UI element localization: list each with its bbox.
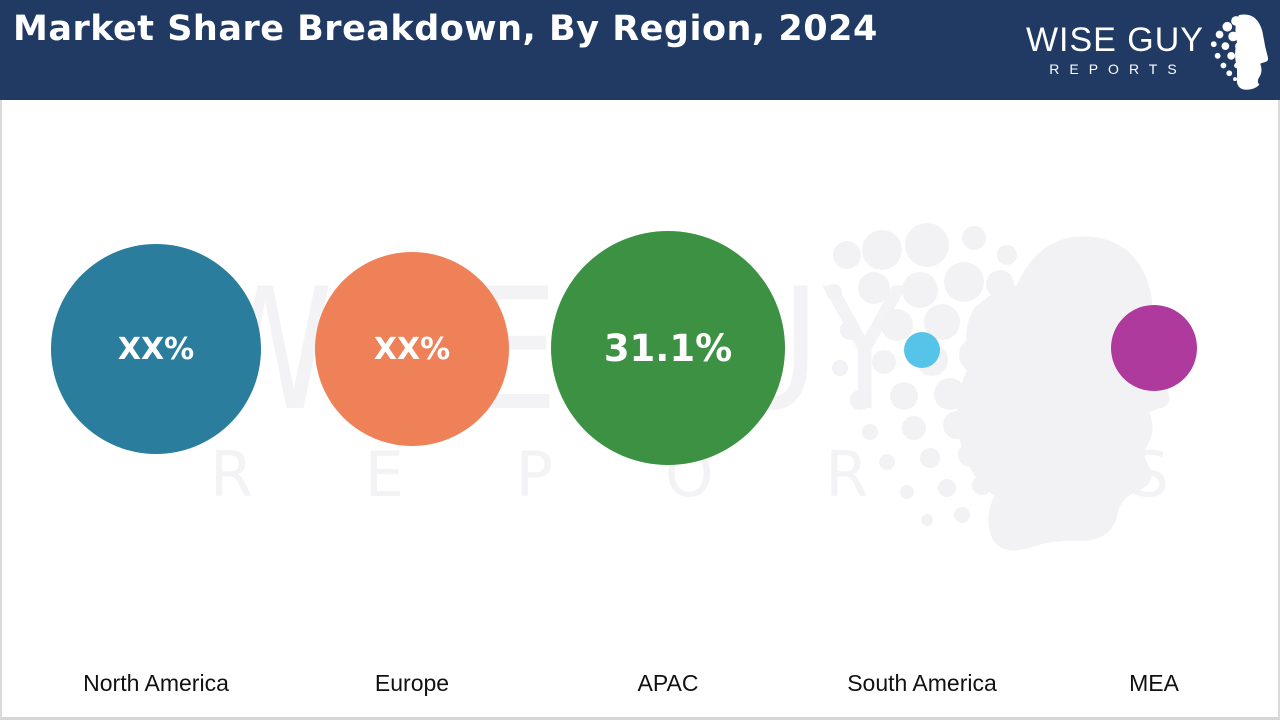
page-title: Market Share Breakdown, By Region, 2024 — [13, 9, 878, 49]
header-bar: Market Share Breakdown, By Region, 2024 … — [0, 0, 1280, 100]
bubble-value-label: XX% — [117, 331, 195, 367]
bubble-europe: XX% — [315, 252, 509, 446]
bubble-value-label: XX% — [373, 331, 451, 367]
chart-area: WISE GUY R E P O R T S XX% XX% 31.1% — [0, 100, 1280, 720]
category-label-south-america: South America — [847, 670, 997, 696]
category-label-apac: APAC — [637, 670, 699, 696]
category-label-mea: MEA — [1129, 670, 1179, 696]
logo-secondary-text: REPORTS — [1049, 61, 1187, 77]
category-label-north-america: North America — [83, 670, 229, 696]
bubble-mea — [1111, 305, 1197, 391]
bubble-apac: 31.1% — [551, 231, 785, 465]
logo-head-icon — [1210, 14, 1268, 90]
logo-text: WISE GUY REPORTS — [1026, 23, 1204, 77]
category-label-europe: Europe — [374, 670, 450, 696]
bubble-north-america: XX% — [51, 244, 261, 454]
logo-primary-text: WISE GUY — [1025, 21, 1204, 59]
bubble-south-america — [904, 332, 940, 368]
wise-guy-reports-logo: WISE GUY REPORTS — [1026, 6, 1268, 94]
bubble-value-label: 31.1% — [603, 326, 733, 370]
